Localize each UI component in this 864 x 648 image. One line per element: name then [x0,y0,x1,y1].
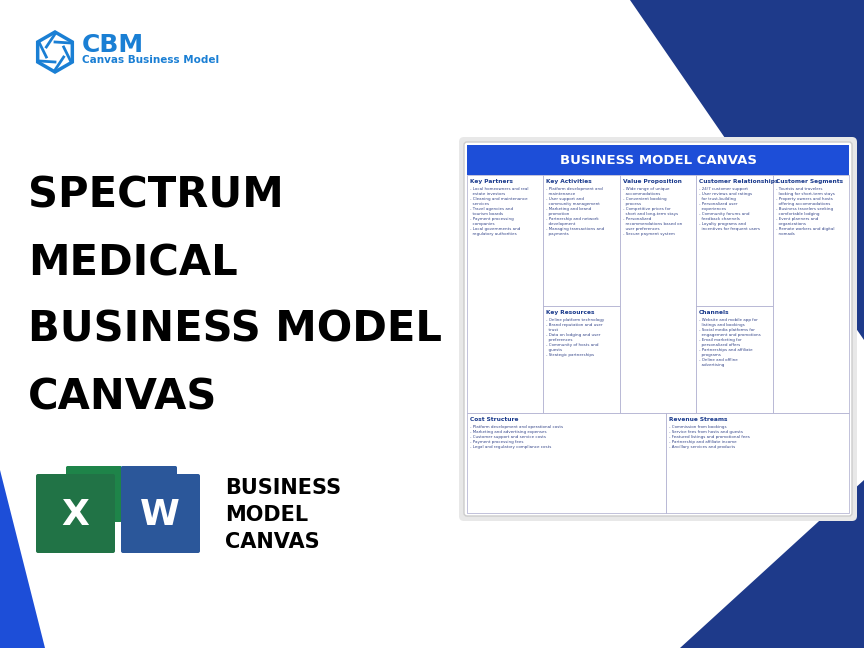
Text: - Website and mobile app for
  listings and bookings
- Social media platforms fo: - Website and mobile app for listings an… [699,318,761,367]
Bar [467,145,849,175]
Text: Cost Structure: Cost Structure [470,417,518,422]
Text: SPECTRUM: SPECTRUM [28,175,283,217]
Bar [772,175,849,413]
Bar [543,175,619,306]
FancyBboxPatch shape [464,142,852,516]
FancyBboxPatch shape [66,466,122,522]
Text: CANVAS: CANVAS [28,376,218,418]
Bar [619,175,696,413]
Text: - Online platform technology
- Brand reputation and user
  trust
- Data on lodgi: - Online platform technology - Brand rep… [546,318,605,357]
Text: CANVAS: CANVAS [225,532,320,552]
Text: MEDICAL: MEDICAL [28,242,238,284]
Text: - Platform development and operational costs
- Marketing and advertising expense: - Platform development and operational c… [470,425,563,449]
Polygon shape [630,0,864,340]
Bar [543,306,619,413]
Polygon shape [0,470,45,648]
Text: Customer Relationships: Customer Relationships [699,179,778,184]
Text: Key Partners: Key Partners [470,179,513,184]
FancyBboxPatch shape [459,137,857,521]
Bar [467,413,665,513]
Text: - 24/7 customer support
- User reviews and ratings
  for trust-building
- Person: - 24/7 customer support - User reviews a… [699,187,760,231]
FancyBboxPatch shape [121,466,177,522]
Text: BUSINESS: BUSINESS [225,478,341,498]
Text: X: X [61,498,89,532]
Bar [665,413,849,513]
Text: Customer Segments: Customer Segments [776,179,842,184]
Text: MODEL: MODEL [225,505,308,525]
Text: BUSINESS MODEL CANVAS: BUSINESS MODEL CANVAS [560,154,757,167]
FancyBboxPatch shape [36,474,115,553]
Text: - Commission from bookings
- Service fees from hosts and guests
- Featured listi: - Commission from bookings - Service fee… [669,425,749,449]
Text: Key Resources: Key Resources [546,310,595,315]
Text: BUSINESS MODEL: BUSINESS MODEL [28,309,442,351]
Text: Value Proposition: Value Proposition [623,179,682,184]
Text: - Tourists and travelers
  looking for short-term stays
- Property owners and ho: - Tourists and travelers looking for sho… [776,187,835,237]
Text: Channels: Channels [699,310,730,315]
Text: Canvas Business Model: Canvas Business Model [82,55,219,65]
Text: CBM: CBM [82,33,144,57]
Text: W: W [140,498,180,532]
Text: - Wide range of unique
  accommodations
- Convenient booking
  process
- Competi: - Wide range of unique accommodations - … [623,187,682,237]
FancyBboxPatch shape [121,466,177,522]
FancyBboxPatch shape [66,466,122,522]
Bar [467,175,543,413]
Text: - Local homeowners and real
  estate investors
- Cleaning and maintenance
  serv: - Local homeowners and real estate inves… [470,187,529,237]
Bar [696,175,772,306]
Text: - Platform development and
  maintenance
- User support and
  community manageme: - Platform development and maintenance -… [546,187,605,237]
Text: Key Activities: Key Activities [546,179,592,184]
Polygon shape [680,480,864,648]
Text: Revenue Streams: Revenue Streams [669,417,727,422]
FancyBboxPatch shape [121,474,200,553]
Bar [696,306,772,413]
